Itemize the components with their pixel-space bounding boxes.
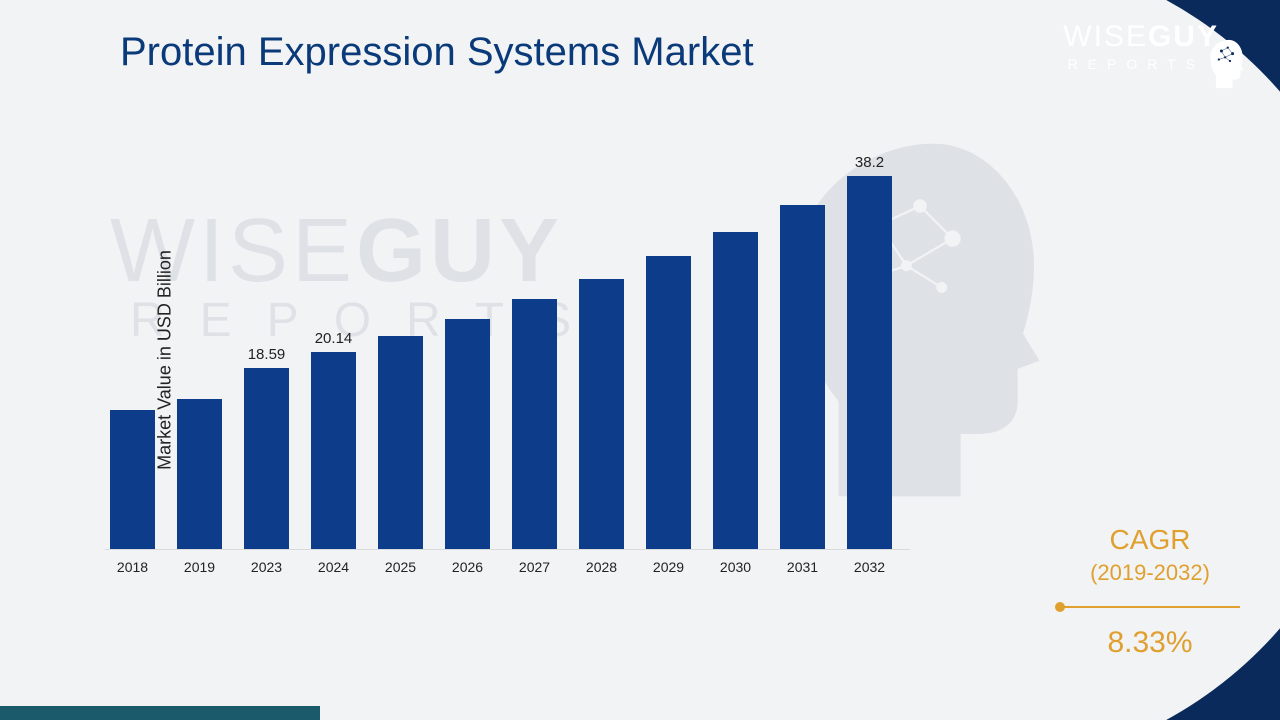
bar-2024: 20.142024 — [311, 352, 356, 549]
bar-fill — [780, 205, 825, 549]
bar-value-label: 18.59 — [244, 346, 289, 363]
chart-area: Market Value in USD Billion 2018201918.5… — [80, 140, 910, 580]
bar-category-label: 2031 — [780, 559, 825, 575]
bar-category-label: 2028 — [579, 559, 624, 575]
bar-fill — [244, 368, 289, 549]
bar-fill — [177, 399, 222, 549]
bar-value-label: 38.2 — [847, 154, 892, 171]
bar-category-label: 2027 — [512, 559, 557, 575]
bar-category-label: 2018 — [110, 559, 155, 575]
logo-wise: WISE — [1063, 20, 1148, 53]
bar-2025: 2025 — [378, 336, 423, 549]
bottom-accent-bar — [0, 706, 320, 720]
bar-fill — [378, 336, 423, 549]
infographic-page: WISEGUY REPORTS WISEGUY REPORTS — [0, 0, 1280, 720]
bar-2026: 2026 — [445, 319, 490, 549]
bar-category-label: 2029 — [646, 559, 691, 575]
bar-category-label: 2024 — [311, 559, 356, 575]
bar-2023: 18.592023 — [244, 368, 289, 549]
chart-title: Protein Expression Systems Market — [120, 30, 754, 75]
bar-category-label: 2032 — [847, 559, 892, 575]
bar-fill — [311, 352, 356, 549]
bar-category-label: 2023 — [244, 559, 289, 575]
cagr-block: CAGR (2019-2032) 8.33% — [1020, 524, 1280, 660]
cagr-divider — [1060, 606, 1240, 608]
bar-fill — [847, 176, 892, 549]
bar-2027: 2027 — [512, 299, 557, 549]
cagr-label: CAGR — [1020, 524, 1280, 556]
bar-category-label: 2025 — [378, 559, 423, 575]
bar-fill — [445, 319, 490, 549]
bar-2028: 2028 — [579, 279, 624, 549]
bar-fill — [713, 232, 758, 549]
bar-fill — [579, 279, 624, 549]
cagr-range: (2019-2032) — [1020, 560, 1280, 586]
bar-2032: 38.22032 — [847, 176, 892, 549]
logo-head-icon — [1206, 38, 1248, 90]
plot-area: 2018 2019 18.592023 20.142024 2025 2026 2027 20… — [105, 140, 910, 550]
cagr-value: 8.33% — [1020, 626, 1280, 660]
logo-block: WISEGUY REPORTS — [1063, 20, 1250, 72]
bar-fill — [512, 299, 557, 549]
bar-2018: 2018 — [110, 410, 155, 549]
bar-2019: 2019 — [177, 399, 222, 549]
bar-category-label: 2030 — [713, 559, 758, 575]
bar-2029: 2029 — [646, 256, 691, 549]
bar-2031: 2031 — [780, 205, 825, 549]
bar-category-label: 2026 — [445, 559, 490, 575]
bar-2030: 2030 — [713, 232, 758, 549]
bar-category-label: 2019 — [177, 559, 222, 575]
bar-value-label: 20.14 — [311, 330, 356, 347]
bar-fill — [110, 410, 155, 549]
bar-fill — [646, 256, 691, 549]
